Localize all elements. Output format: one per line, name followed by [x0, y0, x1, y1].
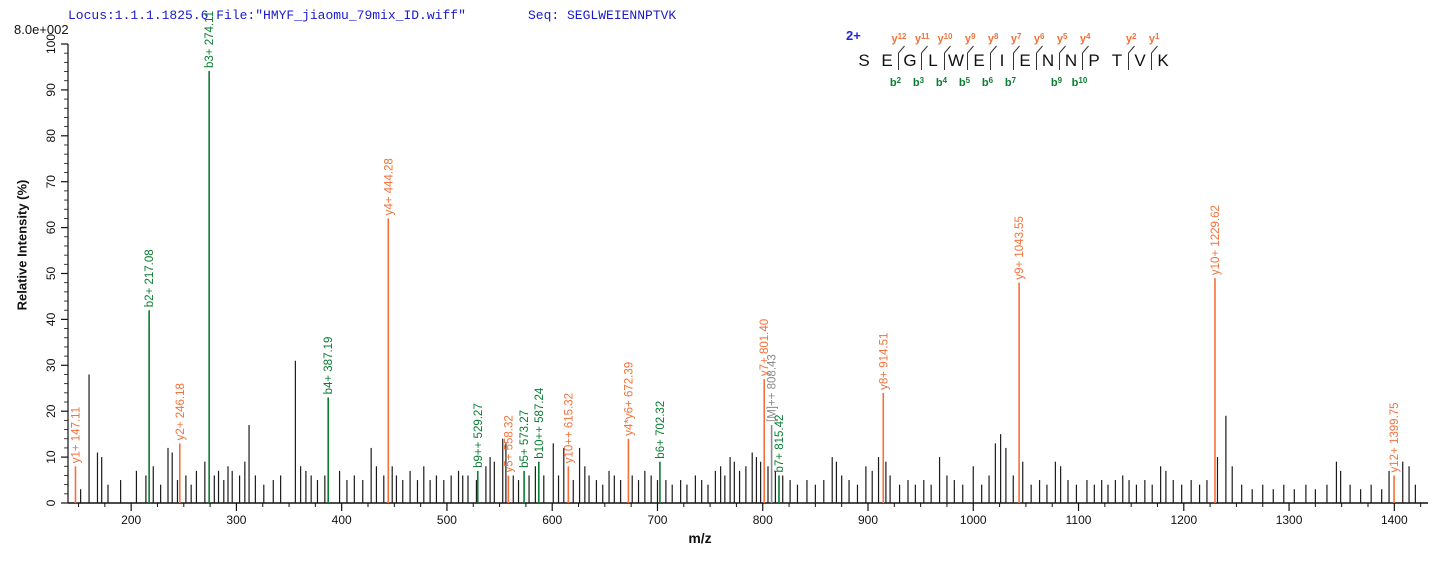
x-tick-label: 300 — [226, 513, 246, 527]
x-tick-label: 1000 — [960, 513, 987, 527]
peptide-fragment-map: 2+S E G L W E I E N N P T V Ky12b2y11b3y10b4y9b5y8b6y… — [846, 28, 1169, 89]
y-tick-label: 50 — [44, 267, 58, 281]
x-axis-title: m/z — [688, 530, 712, 546]
x-tick-label: 1300 — [1276, 513, 1303, 527]
cleavage-slash — [1013, 45, 1020, 54]
peak-label: b7+ 815.42 — [774, 415, 786, 473]
cleavage-slash — [1128, 45, 1135, 54]
b-ion-label: b3 — [913, 76, 925, 89]
b-ion-label: b6 — [982, 76, 994, 89]
cleavage-slash — [1082, 45, 1089, 54]
x-tick-label: 500 — [437, 513, 457, 527]
residue-letter: E — [973, 51, 984, 70]
y-tick-label: 40 — [44, 312, 58, 326]
y-ion-label: y11 — [915, 32, 930, 45]
peak-label: b5+ 573.27 — [519, 410, 531, 468]
peak-label: y7+ 801.40 — [759, 319, 771, 376]
locus-file-header: Locus:1.1.1.1825.6 File:"HMYF_jiaomu_79m… — [68, 8, 466, 23]
residue-letter: I — [1000, 51, 1005, 70]
residue-letter: E — [881, 51, 892, 70]
b-ion-label: b10 — [1072, 76, 1088, 89]
b-ion-label: b4 — [936, 76, 948, 89]
peak-label: y2+ 246.18 — [175, 383, 187, 440]
b-ion-label: b7 — [1005, 76, 1017, 89]
residue-letter: K — [1157, 51, 1169, 70]
residue-letter: L — [928, 51, 937, 70]
residue-letter: V — [1134, 51, 1146, 70]
y-tick-label: 60 — [44, 221, 58, 235]
peak-label: y12+ 1399.75 — [1389, 402, 1401, 472]
cleavage-slash — [944, 45, 951, 54]
peak-label: b6+ 702.32 — [655, 401, 667, 459]
peak-label: y4+ 444.28 — [383, 158, 395, 215]
peak-label: y4*y6+ 672.39 — [623, 362, 635, 436]
y-ion-label: y2 — [1126, 32, 1137, 45]
residue-letter: S — [858, 51, 869, 70]
peak-label: [M]++ 808.43 — [767, 354, 779, 422]
residue-letter: N — [1065, 51, 1077, 70]
residue-letter: E — [1019, 51, 1030, 70]
y-tick-label: 100 — [44, 34, 58, 54]
y-ion-label: y8 — [988, 32, 999, 45]
y-tick-label: 70 — [44, 175, 58, 189]
peak-label: b9++ 529.27 — [473, 403, 485, 468]
cleavage-slash — [990, 45, 997, 54]
y-tick-label: 30 — [44, 358, 58, 372]
x-tick-label: 700 — [647, 513, 667, 527]
peak-label: b2+ 217.08 — [144, 249, 156, 307]
y-tick-label: 90 — [44, 83, 58, 97]
max-intensity-label: 8.0e+002 — [14, 22, 69, 37]
residue-letter: W — [948, 51, 964, 70]
y-ion-label: y1 — [1149, 32, 1160, 45]
sequence-header: Seq: SEGLWEIENNPTVK — [528, 8, 677, 23]
y-ion-label: y10 — [937, 32, 953, 45]
peak-label: b3+ 274.11 — [204, 11, 216, 68]
residue-letter: G — [903, 51, 916, 70]
y-tick-label: 0 — [44, 499, 58, 506]
residue-letter: P — [1088, 51, 1099, 70]
x-tick-label: 600 — [542, 513, 562, 527]
y-tick-label: 10 — [44, 450, 58, 464]
y-ion-label: y5 — [1057, 32, 1068, 45]
b-ion-label: b9 — [1051, 76, 1063, 89]
x-tick-label: 900 — [858, 513, 878, 527]
y-ion-label: y9 — [965, 32, 976, 45]
peak-label: y10++ 615.32 — [563, 393, 575, 463]
y-ion-label: y12 — [891, 32, 907, 45]
peak-label: y9+ 1043.55 — [1014, 216, 1026, 280]
x-tick-label: 1100 — [1066, 513, 1092, 527]
x-tick-label: 400 — [332, 513, 352, 527]
x-tick-label: 800 — [753, 513, 773, 527]
cleavage-slash — [1059, 45, 1066, 54]
cleavage-slash — [921, 45, 928, 54]
y-tick-label: 80 — [44, 129, 58, 143]
cleavage-slash — [1036, 45, 1043, 54]
peak-label: b4+ 387.19 — [323, 337, 335, 395]
x-tick-label: 200 — [121, 513, 141, 527]
b-ion-label: b2 — [890, 76, 902, 89]
x-tick-label: 1400 — [1381, 513, 1408, 527]
y-ion-label: y6 — [1034, 32, 1045, 45]
residue-letter: N — [1042, 51, 1054, 70]
y-tick-label: 20 — [44, 404, 58, 418]
y-ion-label: y4 — [1080, 32, 1091, 45]
peak-label: y5+ 558.32 — [503, 415, 515, 472]
y-ion-label: y7 — [1011, 32, 1022, 45]
b-ion-label: b5 — [959, 76, 971, 89]
cleavage-slash — [967, 45, 974, 54]
cleavage-slash — [1151, 45, 1158, 54]
peak-label: y10+ 1229.62 — [1210, 205, 1222, 275]
x-tick-label: 1200 — [1170, 513, 1197, 527]
peak-label: b10++ 587.24 — [534, 387, 546, 459]
cleavage-slash — [898, 45, 905, 54]
peak-label: y8+ 914.51 — [878, 333, 890, 390]
residue-letter: T — [1112, 51, 1122, 70]
peak-label: y1+ 147.11 — [70, 407, 82, 463]
charge-state-label: 2+ — [846, 28, 861, 43]
